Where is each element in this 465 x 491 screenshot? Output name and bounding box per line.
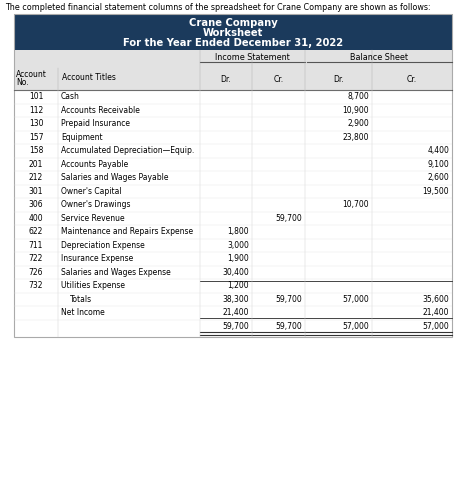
Text: 158: 158	[29, 146, 43, 155]
Text: 57,000: 57,000	[342, 322, 369, 331]
Text: Dr.: Dr.	[220, 75, 232, 84]
Text: 57,000: 57,000	[342, 295, 369, 304]
Text: 726: 726	[29, 268, 43, 277]
Text: 1,900: 1,900	[227, 254, 249, 263]
Text: Worksheet: Worksheet	[203, 28, 263, 38]
Text: Account Titles: Account Titles	[62, 73, 116, 82]
Text: 400: 400	[29, 214, 43, 223]
Text: Salaries and Wages Payable: Salaries and Wages Payable	[61, 173, 168, 182]
Text: 722: 722	[29, 254, 43, 263]
Text: 23,800: 23,800	[343, 133, 369, 142]
Text: 59,700: 59,700	[275, 295, 302, 304]
Text: Cr.: Cr.	[407, 75, 417, 84]
Bar	[14, 68, 452, 90]
Text: 9,100: 9,100	[427, 160, 449, 169]
Text: 157: 157	[29, 133, 43, 142]
Text: Net Income: Net Income	[61, 308, 105, 317]
Text: 10,900: 10,900	[342, 106, 369, 115]
Text: 10,700: 10,700	[342, 200, 369, 209]
Text: Cash: Cash	[61, 92, 80, 101]
Text: Accumulated Depreciation—Equip.: Accumulated Depreciation—Equip.	[61, 146, 194, 155]
Text: Owner's Drawings: Owner's Drawings	[61, 200, 131, 209]
Text: For the Year Ended December 31, 2022: For the Year Ended December 31, 2022	[123, 38, 343, 48]
Text: Account: Account	[16, 70, 47, 79]
Text: 59,700: 59,700	[275, 214, 302, 223]
Text: Crane Company: Crane Company	[189, 18, 278, 28]
Text: No.: No.	[16, 78, 29, 87]
Text: 8,700: 8,700	[347, 92, 369, 101]
Text: 59,700: 59,700	[275, 322, 302, 331]
Text: 622: 622	[29, 227, 43, 236]
Text: 1,800: 1,800	[227, 227, 249, 236]
Text: 711: 711	[29, 241, 43, 250]
Text: 4,400: 4,400	[427, 146, 449, 155]
Text: 201: 201	[29, 160, 43, 169]
Text: 21,400: 21,400	[222, 308, 249, 317]
Text: Accounts Payable: Accounts Payable	[61, 160, 128, 169]
Text: Salaries and Wages Expense: Salaries and Wages Expense	[61, 268, 171, 277]
Text: 306: 306	[29, 200, 43, 209]
Bar	[14, 50, 452, 68]
Text: 301: 301	[29, 187, 43, 196]
Text: 38,300: 38,300	[222, 295, 249, 304]
Text: The completed financial statement columns of the spreadsheet for Crane Company a: The completed financial statement column…	[5, 3, 431, 12]
Text: 1,200: 1,200	[227, 281, 249, 290]
Text: Cr.: Cr.	[273, 75, 284, 84]
Text: 732: 732	[29, 281, 43, 290]
Text: Owner's Capital: Owner's Capital	[61, 187, 122, 196]
Text: 57,000: 57,000	[422, 322, 449, 331]
Text: Maintenance and Repairs Expense: Maintenance and Repairs Expense	[61, 227, 193, 236]
Text: Depreciation Expense: Depreciation Expense	[61, 241, 145, 250]
Text: Equipment: Equipment	[61, 133, 103, 142]
Text: 112: 112	[29, 106, 43, 115]
Text: 59,700: 59,700	[222, 322, 249, 331]
Text: Service Revenue: Service Revenue	[61, 214, 125, 223]
Text: Totals: Totals	[70, 295, 92, 304]
Text: 19,500: 19,500	[422, 187, 449, 196]
Text: Insurance Expense: Insurance Expense	[61, 254, 133, 263]
Bar	[14, 14, 452, 50]
Text: 30,400: 30,400	[222, 268, 249, 277]
Text: 2,900: 2,900	[347, 119, 369, 128]
Text: Income Statement: Income Statement	[215, 53, 290, 62]
Text: 35,600: 35,600	[422, 295, 449, 304]
Text: 101: 101	[29, 92, 43, 101]
Bar	[14, 14, 452, 337]
Text: 21,400: 21,400	[423, 308, 449, 317]
Text: Prepaid Insurance: Prepaid Insurance	[61, 119, 130, 128]
Text: Balance Sheet: Balance Sheet	[350, 53, 407, 62]
Text: Dr.: Dr.	[333, 75, 344, 84]
Text: 130: 130	[29, 119, 43, 128]
Text: Utilities Expense: Utilities Expense	[61, 281, 125, 290]
Text: Accounts Receivable: Accounts Receivable	[61, 106, 140, 115]
Text: 3,000: 3,000	[227, 241, 249, 250]
Text: 2,600: 2,600	[427, 173, 449, 182]
Text: 212: 212	[29, 173, 43, 182]
